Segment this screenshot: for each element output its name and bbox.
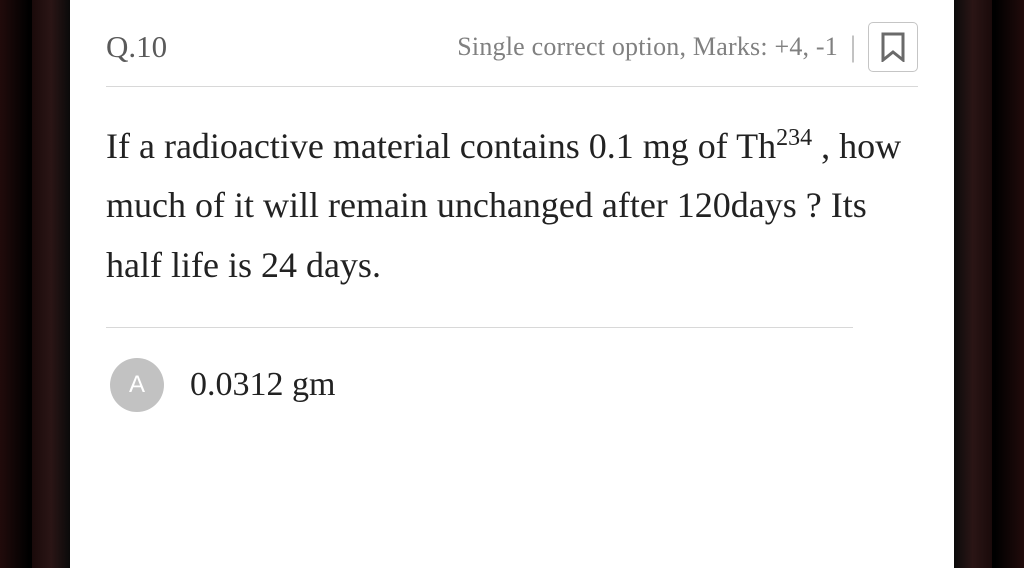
app-screen: Q.10 Single correct option, Marks: +4, -… — [70, 0, 954, 568]
isotope-mass: 234 — [776, 125, 812, 151]
question-divider — [106, 327, 853, 328]
bookmark-button[interactable] — [868, 22, 918, 72]
divider-pipe: | — [850, 30, 856, 64]
bezel-right — [992, 0, 1024, 568]
option-a-bubble[interactable]: A — [110, 358, 164, 412]
phone-frame: Q.10 Single correct option, Marks: +4, -… — [32, 0, 992, 568]
bookmark-icon — [880, 32, 906, 62]
marks-text: Single correct option, Marks: +4, -1 — [457, 32, 838, 62]
question-number: Q.10 — [106, 29, 167, 65]
question-text-part1: If a radioactive material contains 0.1 m… — [106, 126, 736, 166]
header-divider — [106, 86, 918, 87]
question-header: Q.10 Single correct option, Marks: +4, -… — [106, 22, 918, 86]
bezel-left — [0, 0, 32, 568]
option-a-row[interactable]: A 0.0312 gm — [106, 358, 918, 412]
isotope-symbol: Th — [736, 126, 776, 166]
header-right-group: Single correct option, Marks: +4, -1 | — [457, 22, 918, 72]
option-a-text: 0.0312 gm — [190, 366, 335, 404]
question-body: If a radioactive material contains 0.1 m… — [106, 117, 918, 295]
